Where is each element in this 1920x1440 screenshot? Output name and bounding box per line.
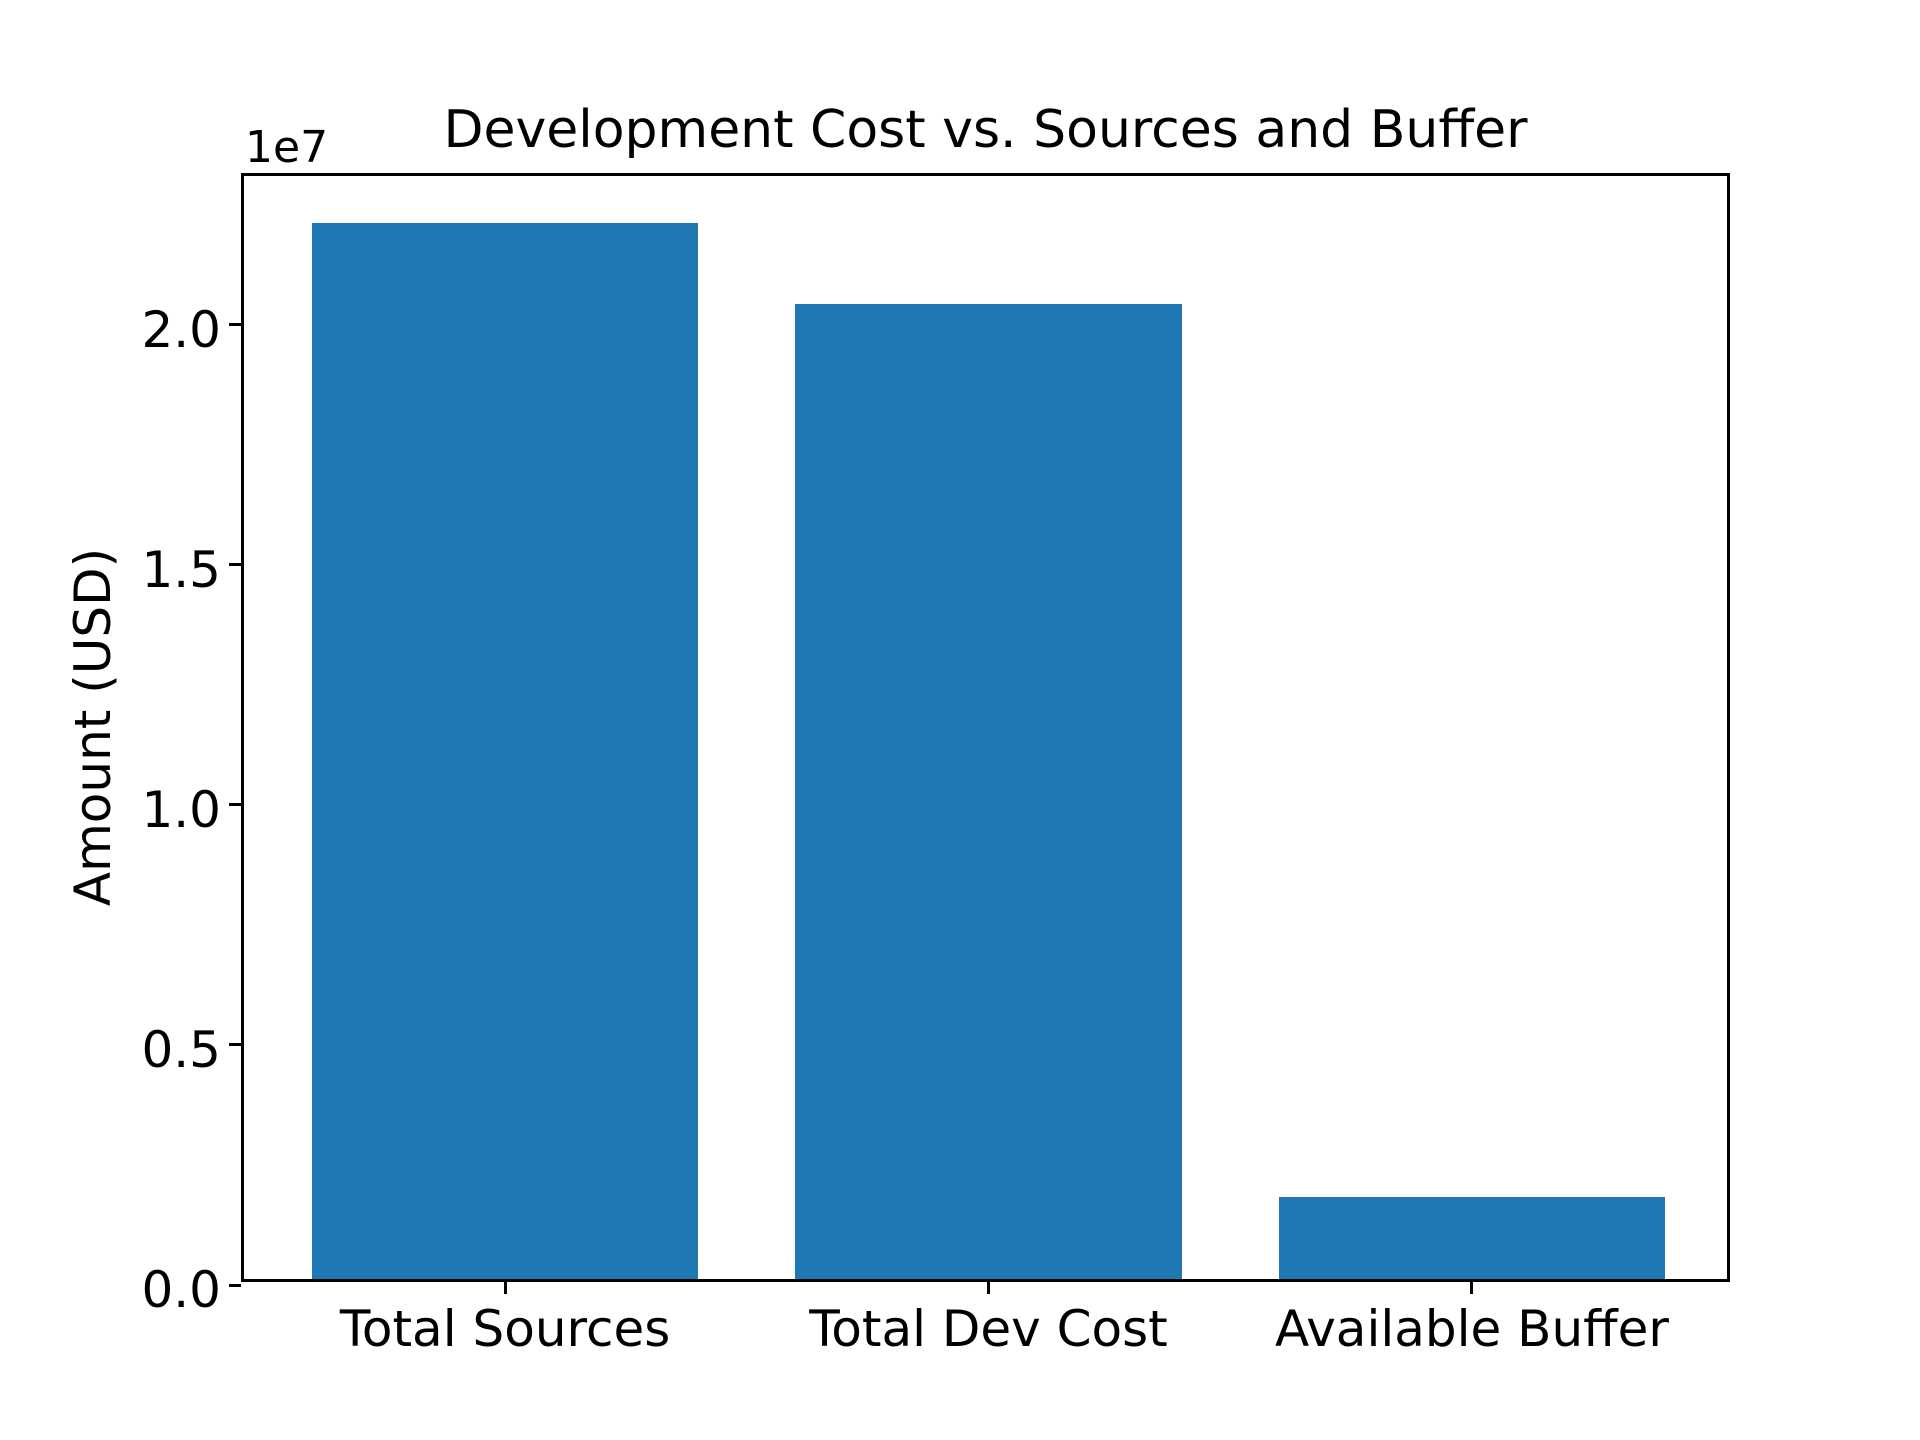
x-tick-mark (503, 1282, 507, 1294)
x-tick-mark (1470, 1282, 1474, 1294)
x-tick-mark (987, 1282, 990, 1294)
y-axis-offset-text: 1e7 (245, 122, 329, 173)
y-tick-mark (229, 803, 241, 807)
y-tick-mark (229, 1283, 241, 1287)
y-axis-label: Amount (USD) (64, 547, 122, 907)
y-tick-label: 0.5 (141, 1020, 221, 1079)
x-tick-label-total-dev-cost: Total Dev Cost (809, 1300, 1168, 1358)
y-tick-label: 1.0 (141, 780, 221, 839)
bar-available-buffer (1278, 1197, 1666, 1279)
x-tick-label-available-buffer: Available Buffer (1274, 1300, 1669, 1358)
plot-area: 0.0 0.5 1.0 1.5 2.0 Total Sources Total Dev Co… (141, 173, 1730, 1354)
y-tick-label: 2.0 (141, 300, 221, 359)
y-tick-mark (229, 563, 241, 567)
y-tick-mark (229, 1043, 241, 1047)
y-tick-label: 0.0 (141, 1261, 221, 1319)
y-tick-mark (229, 323, 241, 327)
chart-title: Development Cost vs. Sources and Buffer (443, 100, 1528, 160)
bar-total-sources (311, 222, 699, 1279)
x-tick-label-total-sources: Total Sources (339, 1300, 671, 1358)
bar-total-dev-cost (795, 304, 1182, 1279)
y-tick-label: 1.5 (141, 540, 221, 599)
